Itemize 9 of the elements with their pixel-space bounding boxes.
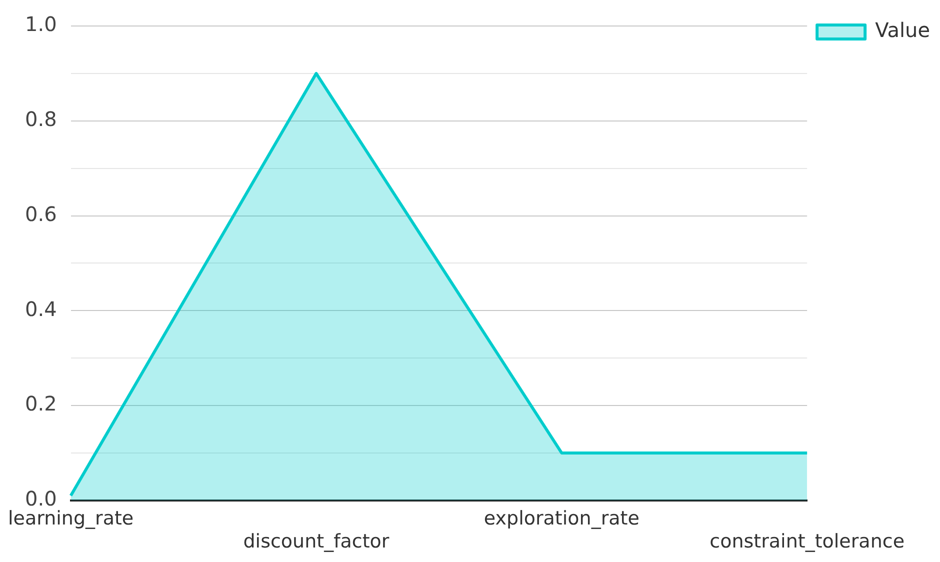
- x-tick-label: discount_factor: [243, 530, 390, 553]
- y-tick-label: 0.6: [24, 202, 57, 226]
- y-tick-label: 0.8: [24, 107, 57, 132]
- legend-label: Value: [875, 18, 930, 42]
- x-tick-label: exploration_rate: [484, 508, 640, 530]
- y-tick-label: 0.2: [24, 392, 57, 416]
- y-tick-label: 1.0: [24, 12, 57, 36]
- y-tick-label: 0.4: [24, 296, 57, 321]
- x-tick-label: constraint_tolerance: [710, 530, 905, 553]
